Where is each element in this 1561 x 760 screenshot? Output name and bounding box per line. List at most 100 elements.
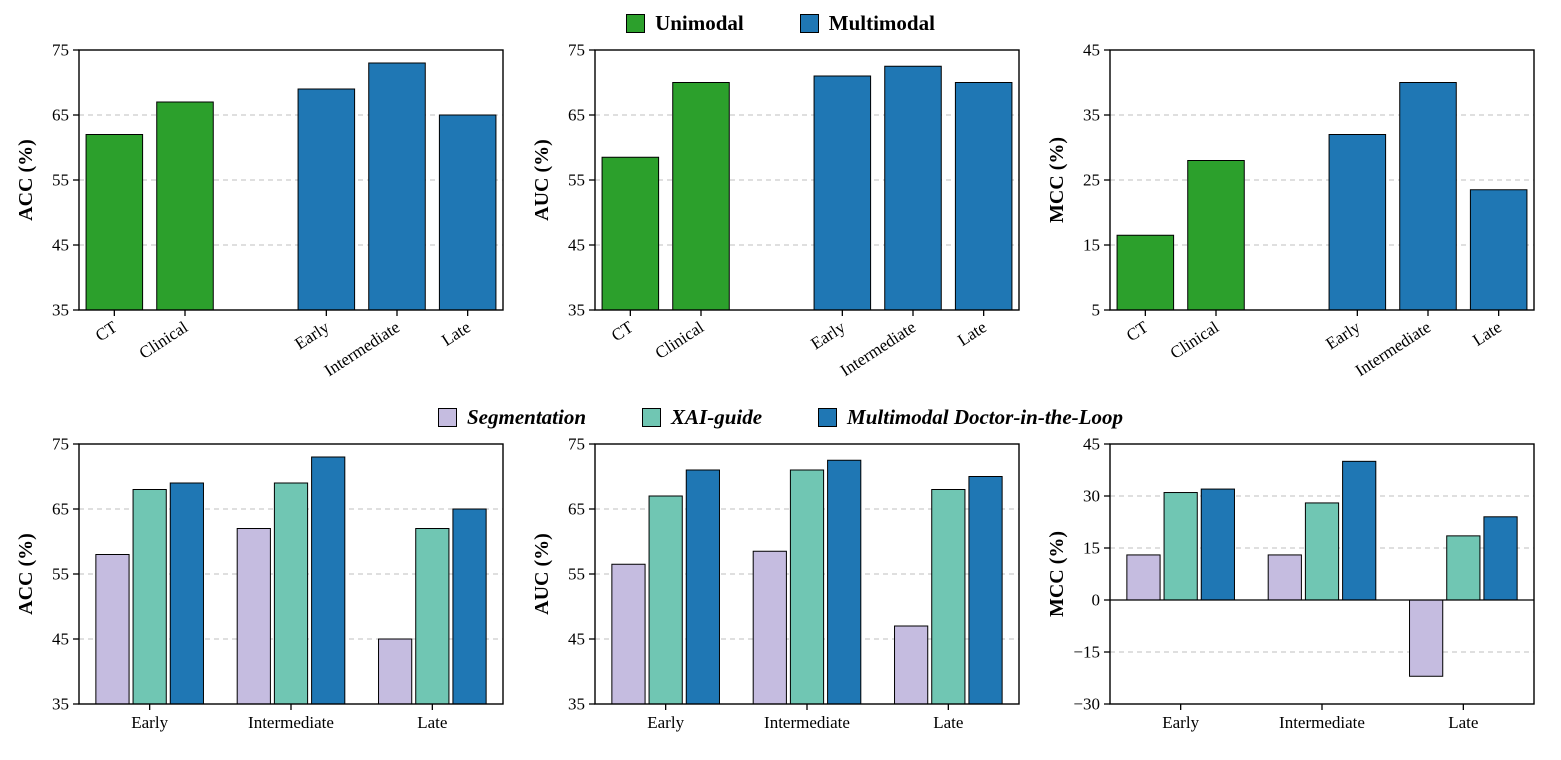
y-tick-label: 65 — [52, 106, 69, 125]
bar — [601, 156, 659, 311]
bar — [236, 528, 272, 705]
bar — [439, 114, 497, 311]
legend-swatch-icon — [626, 13, 646, 33]
bar — [893, 625, 928, 705]
bar — [85, 134, 144, 311]
x-tick-label: Intermediate — [1352, 317, 1434, 380]
x-tick-label: Late — [1469, 317, 1505, 349]
x-tick-label: Clinical — [651, 317, 707, 362]
y-tick-label: −30 — [1073, 695, 1100, 714]
y-tick-label: 45 — [1083, 41, 1100, 60]
bar — [378, 638, 413, 705]
chart-top-mcc: 5 15 25 35 45 CT Clinical Early Intermediate Late… — [1046, 40, 1546, 390]
bar — [1163, 492, 1198, 601]
bar — [297, 88, 356, 311]
x-tick-label: CT — [92, 317, 121, 345]
charts-row-bottom: 35 45 55 65 75 Early Intermediate Late ACC (%) 3… — [0, 434, 1561, 754]
y-tick-label: 45 — [1083, 435, 1100, 454]
bar — [1328, 134, 1386, 311]
chart-canvas: −30 −15 0 15 30 45 Early Intermediate Late MCC (%… — [1046, 435, 1535, 732]
y-axis-label: MCC (%) — [1046, 531, 1068, 617]
x-tick-label: Intermediate — [321, 317, 403, 380]
chart-bottom-acc: 35 45 55 65 75 Early Intermediate Late ACC (%) — [15, 434, 515, 754]
x-tick-label: Late — [1448, 713, 1478, 732]
y-tick-label: 45 — [52, 236, 69, 255]
x-tick-label: Intermediate — [764, 713, 850, 732]
y-tick-label: 55 — [568, 171, 585, 190]
x-tick-label: Early — [807, 317, 849, 353]
x-tick-label: Late — [438, 317, 474, 349]
y-tick-label: 45 — [568, 236, 585, 255]
bar — [1304, 502, 1339, 601]
bar — [1186, 160, 1245, 311]
legend-label: Multimodal Doctor-in-the-Loop — [847, 404, 1123, 429]
y-tick-label: 25 — [1083, 171, 1100, 190]
x-tick-label: Intermediate — [248, 713, 334, 732]
x-tick-label: Early — [1322, 317, 1364, 353]
x-tick-label: Intermediate — [836, 317, 918, 380]
bar — [671, 82, 730, 311]
y-tick-label: 75 — [52, 41, 69, 60]
y-tick-label: 35 — [568, 695, 585, 714]
x-tick-label: CT — [607, 317, 636, 345]
legend-unimodal-multimodal: Unimodal Multimodal — [0, 6, 1561, 40]
y-tick-label: −15 — [1073, 643, 1100, 662]
legend-swatch-icon — [642, 407, 662, 427]
bar — [156, 101, 215, 311]
bar — [1267, 554, 1302, 601]
y-tick-label: 15 — [1083, 539, 1100, 558]
chart-top-acc: 35 45 55 65 75 CT Clinical Early Intermediate Lat… — [15, 40, 515, 390]
bar — [883, 65, 942, 311]
y-tick-label: 55 — [52, 565, 69, 584]
bar — [95, 554, 130, 705]
y-tick-label: 35 — [52, 301, 69, 320]
legend-item: Multimodal — [799, 10, 935, 36]
bar — [311, 456, 346, 705]
legend-item: Unimodal — [626, 11, 744, 36]
x-tick-label: Clinical — [136, 317, 192, 362]
legend-label: Multimodal — [828, 10, 935, 35]
y-tick-label: 55 — [52, 171, 69, 190]
legend-label: Segmentation — [467, 404, 587, 429]
x-tick-label: Early — [292, 317, 334, 353]
y-tick-label: 35 — [1083, 106, 1100, 125]
legend-item: Multimodal Doctor-in-the-Loop — [818, 405, 1123, 430]
y-tick-label: 45 — [568, 630, 585, 649]
bar — [368, 62, 427, 311]
bar — [1469, 189, 1528, 311]
bar — [685, 469, 720, 705]
bar — [813, 75, 871, 311]
bar — [648, 495, 683, 705]
y-axis-label: AUC (%) — [531, 533, 553, 615]
bar — [967, 476, 1003, 705]
legend-label: XAI-guide — [671, 404, 763, 429]
bar — [610, 563, 646, 705]
legend-methods: Segmentation XAI-guide Multimodal Doctor-i… — [0, 400, 1561, 434]
bar — [415, 528, 450, 705]
bar — [452, 508, 487, 705]
y-tick-label: 45 — [52, 630, 69, 649]
chart-canvas: 35 45 55 65 75 Early Intermediate Late AUC (%) — [531, 435, 1020, 732]
y-tick-label: 30 — [1083, 487, 1100, 506]
x-tick-label: Early — [132, 713, 169, 732]
y-tick-label: 15 — [1083, 236, 1100, 255]
bar — [752, 550, 787, 705]
legend-item: XAI-guide — [642, 405, 762, 430]
y-tick-label: 35 — [568, 301, 585, 320]
bar — [170, 482, 205, 705]
bar — [1483, 516, 1518, 601]
bar — [1408, 599, 1443, 677]
x-tick-label: Late — [417, 713, 447, 732]
y-axis-label: ACC (%) — [15, 533, 37, 615]
legend-swatch-icon — [438, 407, 457, 427]
y-tick-label: 75 — [568, 41, 585, 60]
y-tick-label: 0 — [1091, 591, 1100, 610]
bar — [1341, 460, 1377, 601]
bar — [826, 459, 861, 705]
x-tick-label: Early — [1162, 713, 1199, 732]
bar — [1445, 535, 1481, 601]
y-tick-label: 55 — [568, 565, 585, 584]
y-tick-label: 75 — [52, 435, 69, 454]
figure-grid: Unimodal Multimodal 35 45 55 65 75 CT Clinical E… — [0, 6, 1561, 754]
